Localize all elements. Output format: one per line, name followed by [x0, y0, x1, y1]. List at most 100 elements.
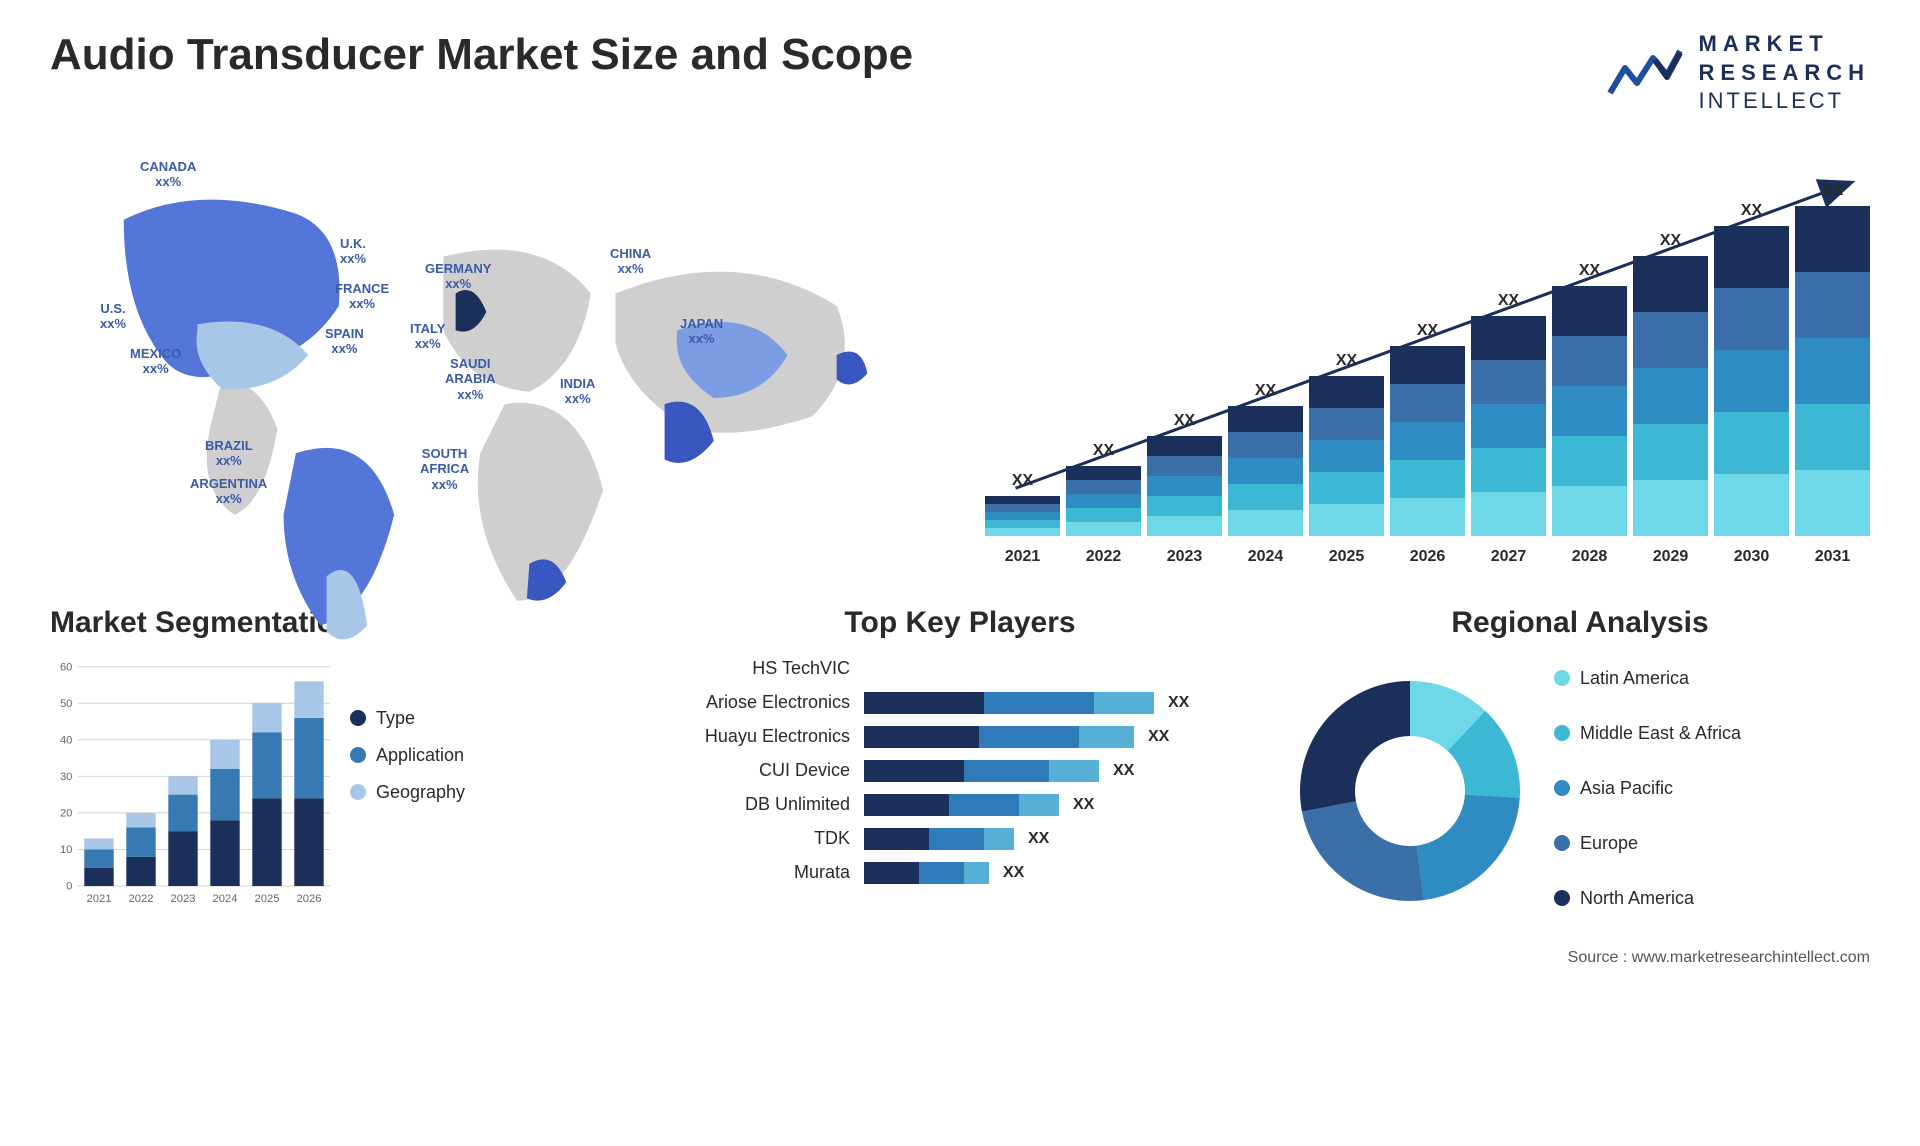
player-row: TDKXX	[670, 828, 1250, 850]
player-value: XX	[1113, 762, 1134, 780]
player-row: DB Unlimited XX	[670, 794, 1250, 816]
player-value: XX	[1028, 830, 1049, 848]
player-row: Murata XX	[670, 862, 1250, 884]
forecast-bar-2026: XX	[1390, 322, 1465, 536]
map-label-south-africa: SOUTHAFRICAxx%	[420, 446, 469, 493]
player-name: Huayu Electronics	[670, 726, 850, 747]
svg-text:0: 0	[66, 881, 72, 893]
player-bar	[864, 794, 1059, 816]
player-name: Ariose Electronics	[670, 692, 850, 713]
legend-label: Type	[376, 708, 415, 729]
segmentation-legend-item: Geography	[350, 782, 465, 803]
legend-dot-icon	[1554, 835, 1570, 851]
forecast-year-label: 2031	[1795, 548, 1870, 566]
player-bar	[864, 692, 1154, 714]
player-name: DB Unlimited	[670, 794, 850, 815]
player-row: Huayu Electronics XX	[670, 726, 1250, 748]
regional-legend-item: Latin America	[1554, 668, 1741, 689]
forecast-bar-label: XX	[1498, 292, 1519, 310]
legend-dot-icon	[1554, 725, 1570, 741]
player-row: CUI Device XX	[670, 760, 1250, 782]
legend-dot-icon	[350, 784, 366, 800]
forecast-bar-label: XX	[1660, 232, 1681, 250]
svg-text:50: 50	[60, 698, 72, 710]
segmentation-legend-item: Type	[350, 708, 465, 729]
legend-dot-icon	[1554, 780, 1570, 796]
regional-legend-item: Middle East & Africa	[1554, 723, 1741, 744]
forecast-bar-2024: XX	[1228, 382, 1303, 536]
legend-label: Latin America	[1580, 668, 1689, 689]
map-label-brazil: BRAZILxx%	[205, 438, 253, 469]
svg-text:2023: 2023	[171, 893, 196, 905]
map-label-canada: CANADAxx%	[140, 159, 196, 190]
forecast-year-label: 2023	[1147, 548, 1222, 566]
player-value: XX	[1148, 728, 1169, 746]
svg-text:40: 40	[60, 734, 72, 746]
map-label-france: FRANCExx%	[335, 281, 389, 312]
forecast-bar-2025: XX	[1309, 352, 1384, 536]
player-bar	[864, 726, 1134, 748]
svg-text:2026: 2026	[297, 893, 322, 905]
player-bar	[864, 862, 989, 884]
map-label-india: INDIAxx%	[560, 376, 595, 407]
regional-legend-item: North America	[1554, 888, 1741, 909]
forecast-year-label: 2029	[1633, 548, 1708, 566]
player-value: XX	[1168, 694, 1189, 712]
player-bar	[864, 760, 1099, 782]
map-label-argentina: ARGENTINAxx%	[190, 476, 267, 507]
forecast-bar-label: XX	[1255, 382, 1276, 400]
map-label-u-s-: U.S.xx%	[100, 301, 126, 332]
forecast-bar-label: XX	[1417, 322, 1438, 340]
svg-text:2024: 2024	[213, 893, 238, 905]
forecast-chart: XXXXXXXXXXXXXXXXXXXXXX 20212022202320242…	[985, 146, 1870, 566]
svg-text:2025: 2025	[255, 893, 280, 905]
forecast-bar-label: XX	[1579, 262, 1600, 280]
forecast-year-label: 2022	[1066, 548, 1141, 566]
regional-panel: Regional Analysis Latin AmericaMiddle Ea…	[1290, 606, 1870, 925]
forecast-year-label: 2024	[1228, 548, 1303, 566]
forecast-bar-2021: XX	[985, 472, 1060, 536]
forecast-year-label: 2028	[1552, 548, 1627, 566]
logo-line3: INTELLECT	[1699, 87, 1870, 116]
player-name: CUI Device	[670, 760, 850, 781]
regional-legend-item: Europe	[1554, 833, 1741, 854]
legend-label: Application	[376, 745, 464, 766]
legend-label: Asia Pacific	[1580, 778, 1673, 799]
map-label-germany: GERMANYxx%	[425, 261, 491, 292]
forecast-year-label: 2025	[1309, 548, 1384, 566]
svg-text:30: 30	[60, 771, 72, 783]
forecast-bar-label: XX	[1093, 442, 1114, 460]
forecast-bar-label: XX	[1822, 182, 1843, 200]
player-bar	[864, 828, 1014, 850]
map-label-china: CHINAxx%	[610, 246, 651, 277]
world-map-icon	[50, 146, 935, 662]
player-value: XX	[1003, 864, 1024, 882]
map-label-saudi-arabia: SAUDIARABIAxx%	[445, 356, 496, 403]
map-label-spain: SPAINxx%	[325, 326, 364, 357]
page-title: Audio Transducer Market Size and Scope	[50, 30, 913, 80]
map-label-u-k-: U.K.xx%	[340, 236, 366, 267]
legend-dot-icon	[350, 710, 366, 726]
segmentation-legend-item: Application	[350, 745, 465, 766]
legend-label: North America	[1580, 888, 1694, 909]
legend-label: Middle East & Africa	[1580, 723, 1741, 744]
player-name: Murata	[670, 862, 850, 883]
brand-logo: MARKET RESEARCH INTELLECT	[1605, 30, 1870, 116]
logo-line2: RESEARCH	[1699, 59, 1870, 88]
forecast-bar-2027: XX	[1471, 292, 1546, 536]
map-label-mexico: MEXICOxx%	[130, 346, 181, 377]
player-value: XX	[1073, 796, 1094, 814]
forecast-year-label: 2026	[1390, 548, 1465, 566]
logo-line1: MARKET	[1699, 30, 1870, 59]
forecast-bar-2029: XX	[1633, 232, 1708, 536]
regional-legend-item: Asia Pacific	[1554, 778, 1741, 799]
forecast-year-label: 2027	[1471, 548, 1546, 566]
forecast-year-label: 2030	[1714, 548, 1789, 566]
forecast-bar-2028: XX	[1552, 262, 1627, 536]
map-label-japan: JAPANxx%	[680, 316, 723, 347]
svg-text:2022: 2022	[129, 893, 154, 905]
legend-dot-icon	[350, 747, 366, 763]
forecast-year-label: 2021	[985, 548, 1060, 566]
source-label: Source : www.marketresearchintellect.com	[50, 949, 1870, 967]
legend-dot-icon	[1554, 890, 1570, 906]
